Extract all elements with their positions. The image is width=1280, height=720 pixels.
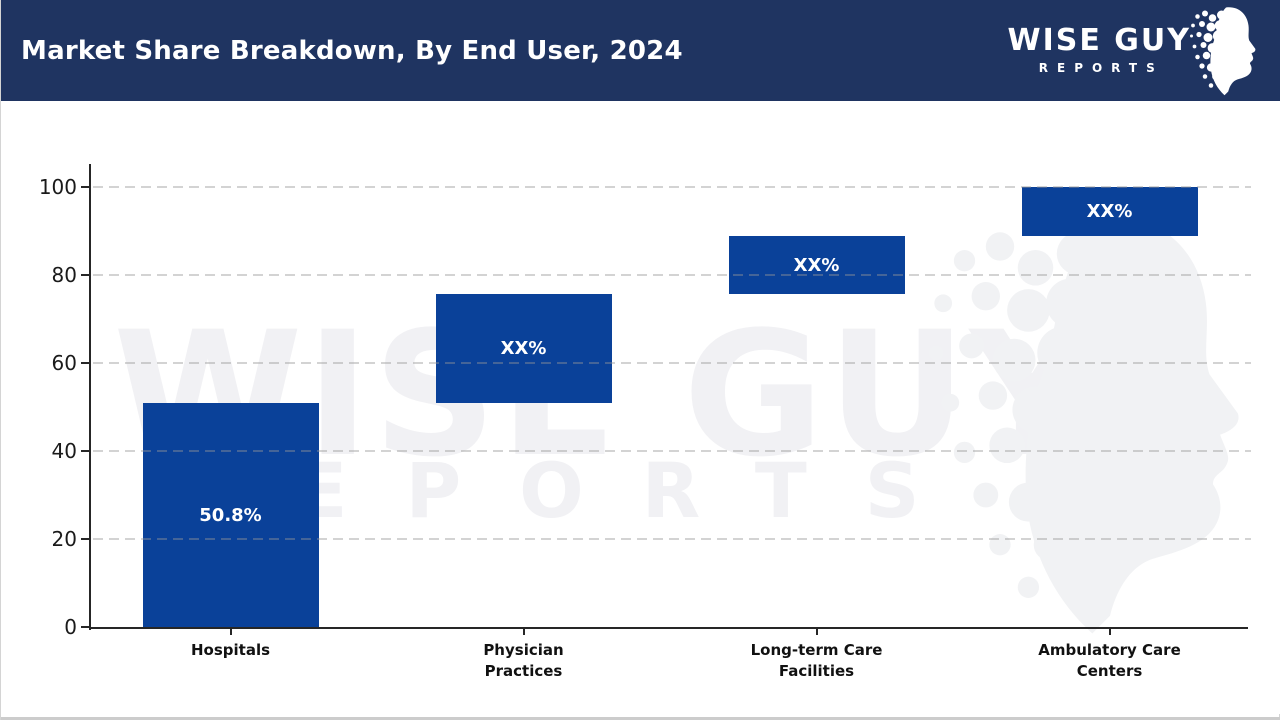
bar-hospitals: 50.8% [142,403,319,627]
y-tick-label-60: 60 [51,351,77,375]
bar-ambulatory-care-centers: XX% [1021,187,1198,237]
brand-name: WISE GUY [1007,23,1191,58]
x-tick-1 [522,627,525,635]
y-tick-40 [81,450,89,452]
x-tick-0 [229,627,232,635]
gridline-60 [93,362,1251,364]
y-tick-0 [81,626,89,628]
gridline-100 [93,186,1251,188]
y-tick-label-0: 0 [64,615,77,639]
x-category-label: Physician Practices [404,640,644,682]
bar-value-label: XX% [793,254,840,276]
y-axis-line [89,164,91,630]
gridline-80 [93,274,1251,276]
bar-value-label: XX% [500,338,547,360]
x-category-label: Ambulatory Care Centers [990,640,1230,682]
x-category-line: Long-term Care [750,641,883,659]
x-category-line: Ambulatory Care [1038,641,1181,659]
page-title: Market Share Breakdown, By End User, 202… [21,35,683,66]
chart-area: WISE GUY REPORTS 0 20 40 60 80 100 50.8% Hospit… [1,101,1280,714]
gridline-40 [93,450,1251,452]
x-category-line: Facilities [778,662,855,680]
y-tick-100 [81,186,89,188]
y-tick-label-80: 80 [51,263,77,287]
y-tick-label-40: 40 [51,439,77,463]
bar-long-term-care-facilities: XX% [728,236,905,294]
brand-logo: WISE GUY REPORTS [1007,6,1263,96]
x-category-line: Physician [483,641,564,659]
y-tick-label-100: 100 [38,175,77,199]
x-axis-line [89,627,1248,629]
x-category-line: Hospitals [190,641,271,659]
bar-value-label: 50.8% [199,504,262,526]
watermark-head-icon [929,217,1239,634]
x-category-label: Long-term Care Facilities [697,640,937,682]
x-category-line: Centers [1076,662,1143,680]
y-tick-80 [81,274,89,276]
y-tick-20 [81,538,89,540]
bar-physician-practices: XX% [435,293,612,404]
x-tick-2 [815,627,818,635]
y-tick-label-20: 20 [51,527,77,551]
brand-subtitle: REPORTS [1038,61,1164,75]
x-category-label: Hospitals [111,640,351,661]
wise-guy-head-icon [1190,6,1256,95]
header: Market Share Breakdown, By End User, 202… [1,0,1280,101]
brand-text: WISE GUY REPORTS [1007,23,1191,76]
x-tick-3 [1108,627,1111,635]
y-tick-60 [81,362,89,364]
bar-value-label: XX% [1086,201,1133,223]
bottom-border [1,717,1280,720]
x-category-line: Practices [484,662,563,680]
gridline-20 [93,538,1251,540]
